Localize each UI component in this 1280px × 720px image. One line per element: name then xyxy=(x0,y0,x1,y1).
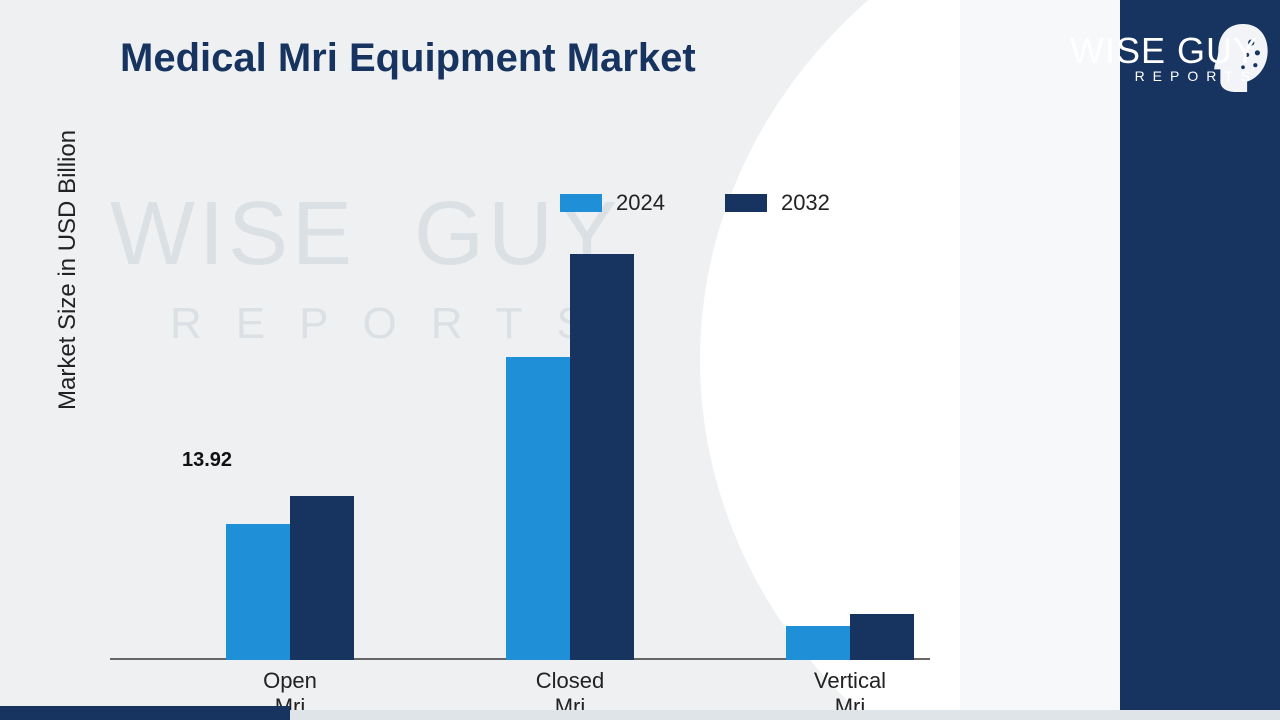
bar-closed-mri-2024 xyxy=(506,357,570,660)
bar-group-closed-mri: Closed Mri xyxy=(480,254,660,660)
plot-area: Open Mri Closed Mri Vertical Mri xyxy=(110,220,930,660)
legend-label-2032: 2032 xyxy=(781,190,830,216)
legend-swatch-2032 xyxy=(725,194,767,212)
bar-vertical-mri-2024 xyxy=(786,626,850,660)
right-panel-overlay xyxy=(1120,0,1280,720)
legend-item-2024: 2024 xyxy=(560,190,665,216)
bar-open-mri-2032 xyxy=(290,496,354,660)
bar-group-vertical-mri: Vertical Mri xyxy=(760,614,940,660)
value-label-13-92: 13.92 xyxy=(182,449,232,472)
chart-title: Medical Mri Equipment Market xyxy=(120,36,696,81)
bar-vertical-mri-2032 xyxy=(850,614,914,660)
legend: 2024 2032 xyxy=(560,190,830,216)
footer-bar-dark xyxy=(0,706,290,720)
y-axis-label: Market Size in USD Billion xyxy=(54,130,82,410)
legend-swatch-2024 xyxy=(560,194,602,212)
bar-closed-mri-2032 xyxy=(570,254,634,660)
bar-open-mri-2024 xyxy=(226,524,290,660)
brand-logo-main: WISE GUY xyxy=(1070,30,1258,72)
legend-label-2024: 2024 xyxy=(616,190,665,216)
brand-logo: WISE GUY REPORTS xyxy=(1070,30,1258,84)
chart-canvas: Medical Mri Equipment Market WISE GUY RE… xyxy=(0,0,1280,720)
legend-item-2032: 2032 xyxy=(725,190,830,216)
bar-group-open-mri: Open Mri xyxy=(200,496,380,660)
